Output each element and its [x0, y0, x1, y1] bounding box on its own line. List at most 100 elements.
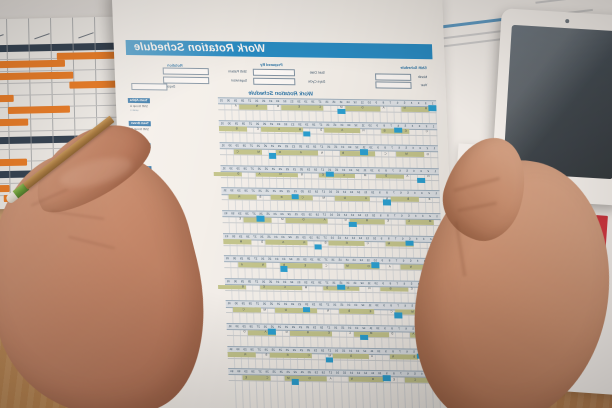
shift-code-cell[interactable]: E [256, 126, 259, 131]
shift-code-cell[interactable]: N [244, 352, 247, 357]
row-label[interactable]: Team Bravo [128, 120, 151, 126]
shift-code-cell[interactable]: E [262, 284, 265, 289]
shift-code-cell[interactable]: E [386, 218, 389, 223]
highlight-marker[interactable] [394, 127, 403, 133]
shift-code-cell[interactable]: M [405, 151, 408, 156]
shift-code-cell[interactable]: A [299, 149, 302, 154]
highlight-marker[interactable] [291, 193, 300, 200]
shift-code-cell[interactable]: N [362, 128, 365, 133]
shift-code-cell[interactable]: N [392, 354, 395, 359]
shift-code-cell[interactable]: C [325, 263, 328, 268]
shift-code-cell[interactable]: M [363, 173, 367, 178]
shift-code-cell[interactable]: E [304, 262, 307, 267]
shift-code-cell[interactable]: A [370, 354, 374, 359]
shift-code-cell[interactable]: M [322, 195, 326, 200]
shift-code-cell[interactable]: B [276, 104, 280, 109]
highlight-marker[interactable] [279, 266, 288, 272]
shift-code-cell[interactable]: N [303, 240, 306, 245]
shift-code-cell[interactable]: B [342, 150, 345, 155]
shift-code-cell[interactable]: D [308, 375, 311, 380]
shift-code-cell[interactable]: D [349, 353, 353, 358]
shift-code-cell[interactable]: B [306, 330, 309, 335]
shift-code-cell[interactable]: C [384, 151, 387, 156]
highlight-marker[interactable] [359, 334, 368, 341]
shift-code-cell[interactable]: E [369, 308, 372, 313]
shift-code-cell[interactable]: N [326, 308, 330, 313]
shift-code-cell[interactable]: N [427, 174, 430, 179]
shift-code-cell[interactable]: N [255, 104, 258, 109]
shift-code-cell[interactable]: C [407, 219, 411, 224]
shift-code-cell[interactable]: A [347, 285, 350, 290]
shift-code-cell[interactable]: A [282, 239, 285, 244]
shift-code-cell[interactable]: D [284, 307, 287, 312]
shift-code-cell[interactable]: A [341, 127, 344, 132]
shift-code-cell[interactable]: N [320, 150, 324, 155]
shift-code-cell[interactable]: A [323, 217, 326, 222]
shift-code-cell[interactable]: M [369, 331, 373, 336]
highlight-marker[interactable] [302, 306, 311, 313]
shift-code-cell[interactable]: C [283, 285, 287, 290]
highlight-marker[interactable] [291, 379, 300, 385]
shift-code-cell[interactable]: C [425, 129, 428, 134]
shift-code-cell[interactable]: N [238, 194, 241, 199]
shift-code-cell[interactable]: C [307, 353, 310, 358]
highlight-marker[interactable] [405, 240, 414, 246]
shift-code-cell[interactable]: E [345, 240, 348, 245]
shift-code-cell[interactable]: D [391, 331, 394, 336]
shift-code-cell[interactable]: D [278, 149, 281, 154]
highlight-marker[interactable] [302, 130, 311, 137]
shift-code-cell[interactable]: C [242, 307, 245, 312]
shift-code-cell[interactable]: A [329, 375, 332, 381]
form-input-month[interactable] [375, 73, 412, 81]
highlight-marker[interactable] [256, 215, 265, 222]
shift-code-cell[interactable]: A [240, 261, 243, 266]
shift-code-cell[interactable]: A [406, 173, 409, 178]
highlight-marker[interactable] [268, 328, 277, 335]
shift-code-cell[interactable]: M [304, 285, 308, 290]
shift-code-cell[interactable]: E [280, 194, 283, 199]
highlight-marker[interactable] [314, 243, 323, 250]
shift-code-cell[interactable]: A [382, 105, 385, 110]
shift-code-cell[interactable]: A [258, 171, 261, 176]
highlight-marker[interactable] [325, 171, 334, 178]
shift-code-cell[interactable]: B [265, 352, 268, 357]
shift-code-cell[interactable]: M [239, 239, 243, 244]
row-label[interactable]: Team Alpha [127, 97, 150, 104]
shift-code-cell[interactable]: E [286, 352, 289, 357]
shift-code-cell[interactable]: M [428, 219, 432, 224]
shift-code-cell[interactable]: B [383, 128, 386, 133]
shift-code-cell[interactable]: E [327, 330, 330, 335]
shift-code-cell[interactable]: E [428, 196, 431, 201]
shift-code-cell[interactable]: D [302, 217, 305, 222]
highlight-marker[interactable] [268, 153, 277, 159]
highlight-marker[interactable] [336, 284, 345, 291]
shift-code-cell[interactable]: D [326, 285, 329, 290]
shift-code-cell[interactable]: C [236, 148, 239, 154]
form-input-supervisor[interactable] [162, 76, 210, 85]
shift-code-cell[interactable]: M [281, 217, 284, 222]
shift-code-cell[interactable]: D [343, 195, 346, 200]
form-input-start-date[interactable] [252, 68, 296, 77]
highlight-marker[interactable] [325, 356, 334, 363]
highlight-marker[interactable] [428, 105, 437, 111]
shift-code-cell[interactable]: A [234, 103, 237, 108]
shift-code-cell[interactable]: B [365, 218, 368, 223]
highlight-marker[interactable] [359, 149, 368, 156]
shift-code-cell[interactable]: B [241, 284, 244, 289]
highlight-marker[interactable] [394, 312, 403, 319]
shift-code-cell[interactable]: B [371, 376, 374, 381]
form-input-shift-pattern[interactable] [162, 67, 209, 76]
shift-code-cell[interactable]: C [414, 377, 417, 382]
shift-code-cell[interactable]: D [361, 105, 364, 110]
shift-code-cell[interactable]: D [260, 239, 264, 244]
shift-code-cell[interactable]: B [324, 240, 327, 245]
highlight-marker[interactable] [348, 221, 357, 228]
shift-code-cell[interactable]: D [426, 151, 429, 156]
shift-code-cell[interactable]: N [279, 172, 282, 177]
shift-code-cell[interactable]: N [403, 106, 406, 111]
highlight-marker[interactable] [417, 177, 426, 184]
shift-code-cell[interactable]: C [366, 241, 369, 246]
shift-code-cell[interactable]: D [385, 173, 388, 178]
shift-code-cell[interactable]: C [301, 195, 304, 200]
shift-code-cell[interactable]: E [245, 374, 248, 379]
